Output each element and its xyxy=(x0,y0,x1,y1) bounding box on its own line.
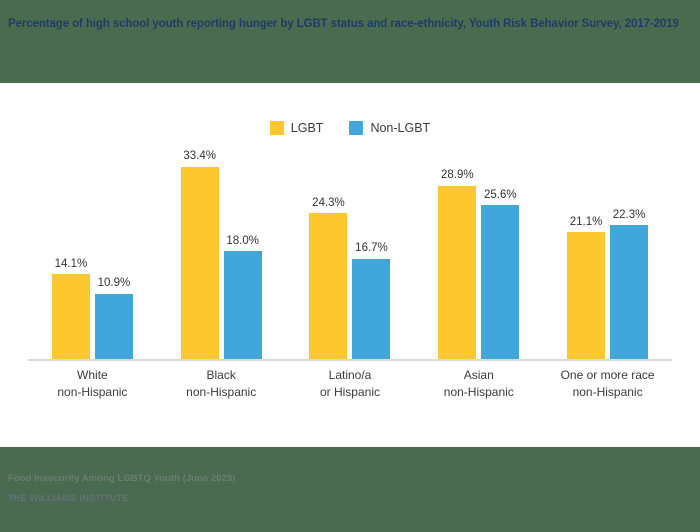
x-axis-label-multiracial: One or more race non-Hispanic xyxy=(543,367,672,401)
x-axis-label-black: Black non-Hispanic xyxy=(157,367,286,401)
legend-item-non-lgbt[interactable]: Non-LGBT xyxy=(349,121,430,135)
x-axis-label-latino-line2: or Hispanic xyxy=(319,385,380,400)
bar-asian-lgbt[interactable] xyxy=(438,185,477,359)
x-axis-label-latino-line1: Latino/a xyxy=(328,368,372,382)
plot-area: 14.1% 10.9% 33.4% 18.0% 24.3% xyxy=(28,150,672,361)
bar-group-multiracial: 21.1% 22.3% xyxy=(543,151,672,359)
bar-wrap-multiracial-lgbt[interactable]: 21.1% xyxy=(567,151,606,359)
footer-band: Food Insecurity Among LGBTQ Youth (June … xyxy=(0,447,700,532)
bar-group-latino: 24.3% 16.7% xyxy=(286,151,415,359)
bar-value-multiracial-lgbt: 21.1% xyxy=(569,215,603,228)
bar-wrap-asian-lgbt[interactable]: 28.9% xyxy=(438,151,477,359)
x-axis-label-white: White non-Hispanic xyxy=(28,367,157,401)
x-axis-label-asian: Asian non-Hispanic xyxy=(414,367,543,401)
bar-multiracial-non-lgbt[interactable] xyxy=(610,225,649,359)
bar-value-white-non-lgbt: 10.9% xyxy=(97,277,131,290)
bar-wrap-latino-non-lgbt[interactable]: 16.7% xyxy=(352,151,391,359)
x-axis-labels: White non-Hispanic Black non-Hispanic La… xyxy=(28,367,672,401)
header-band: Percentage of high school youth reportin… xyxy=(0,0,700,83)
x-axis-label-multiracial-line2: non-Hispanic xyxy=(572,385,643,400)
bar-latino-lgbt[interactable] xyxy=(309,213,348,359)
bar-black-lgbt[interactable] xyxy=(180,166,219,359)
legend-label-lgbt: LGBT xyxy=(290,121,324,135)
x-axis-line xyxy=(28,359,672,361)
bar-group-black: 33.4% 18.0% xyxy=(157,150,286,359)
bar-multiracial-lgbt[interactable] xyxy=(567,232,606,359)
bar-black-non-lgbt[interactable] xyxy=(223,251,262,359)
x-axis-label-asian-line1: Asian xyxy=(463,368,494,382)
footer-source-link[interactable]: Food Insecurity Among LGBTQ Youth (June … xyxy=(8,473,236,484)
bar-value-latino-lgbt: 24.3% xyxy=(312,196,345,209)
bar-white-lgbt[interactable] xyxy=(51,274,90,359)
bar-value-black-non-lgbt: 18.0% xyxy=(226,234,259,247)
bar-white-non-lgbt[interactable] xyxy=(94,293,133,359)
legend-swatch-non-lgbt xyxy=(349,121,364,135)
x-axis-label-multiracial-line1: One or more race xyxy=(560,368,655,382)
bar-wrap-black-lgbt[interactable]: 33.4% xyxy=(180,150,219,359)
legend-item-lgbt[interactable]: LGBT xyxy=(269,121,324,135)
x-axis-label-black-line1: Black xyxy=(206,368,236,382)
bar-wrap-white-non-lgbt[interactable]: 10.9% xyxy=(94,151,133,359)
bar-wrap-black-non-lgbt[interactable]: 18.0% xyxy=(223,151,262,359)
chart-panel: LGBT Non-LGBT 14.1% 10.9% 33.4% 18.0% xyxy=(0,83,700,447)
bar-group-asian: 28.9% 25.6% xyxy=(414,151,543,359)
chart-legend: LGBT Non-LGBT xyxy=(0,121,700,135)
bar-latino-non-lgbt[interactable] xyxy=(352,258,391,359)
bar-wrap-multiracial-non-lgbt[interactable]: 22.3% xyxy=(610,151,649,359)
bar-value-black-lgbt: 33.4% xyxy=(183,150,216,162)
x-axis-label-asian-line2: non-Hispanic xyxy=(443,385,514,400)
bar-group-white: 14.1% 10.9% xyxy=(28,151,157,359)
bar-value-asian-non-lgbt: 25.6% xyxy=(483,188,517,201)
footer-brand-wordmark: THE WILLIAMS INSTITUTE xyxy=(8,493,129,503)
x-axis-label-black-line2: non-Hispanic xyxy=(186,385,257,400)
x-axis-label-latino: Latino/a or Hispanic xyxy=(286,367,415,401)
bar-value-asian-lgbt: 28.9% xyxy=(440,169,474,182)
x-axis-label-white-line1: White xyxy=(77,368,108,382)
x-axis-label-white-line2: non-Hispanic xyxy=(57,385,128,400)
page-title: Percentage of high school youth reportin… xyxy=(8,18,679,30)
bar-value-white-lgbt: 14.1% xyxy=(54,257,88,270)
bar-wrap-asian-non-lgbt[interactable]: 25.6% xyxy=(481,151,520,359)
bar-wrap-latino-lgbt[interactable]: 24.3% xyxy=(309,151,348,359)
bar-wrap-white-lgbt[interactable]: 14.1% xyxy=(51,151,90,359)
bar-asian-non-lgbt[interactable] xyxy=(481,205,520,359)
legend-label-non-lgbt: Non-LGBT xyxy=(370,121,431,135)
bar-value-multiracial-non-lgbt: 22.3% xyxy=(612,208,646,221)
bar-value-latino-non-lgbt: 16.7% xyxy=(355,242,388,255)
legend-swatch-lgbt xyxy=(269,121,284,135)
